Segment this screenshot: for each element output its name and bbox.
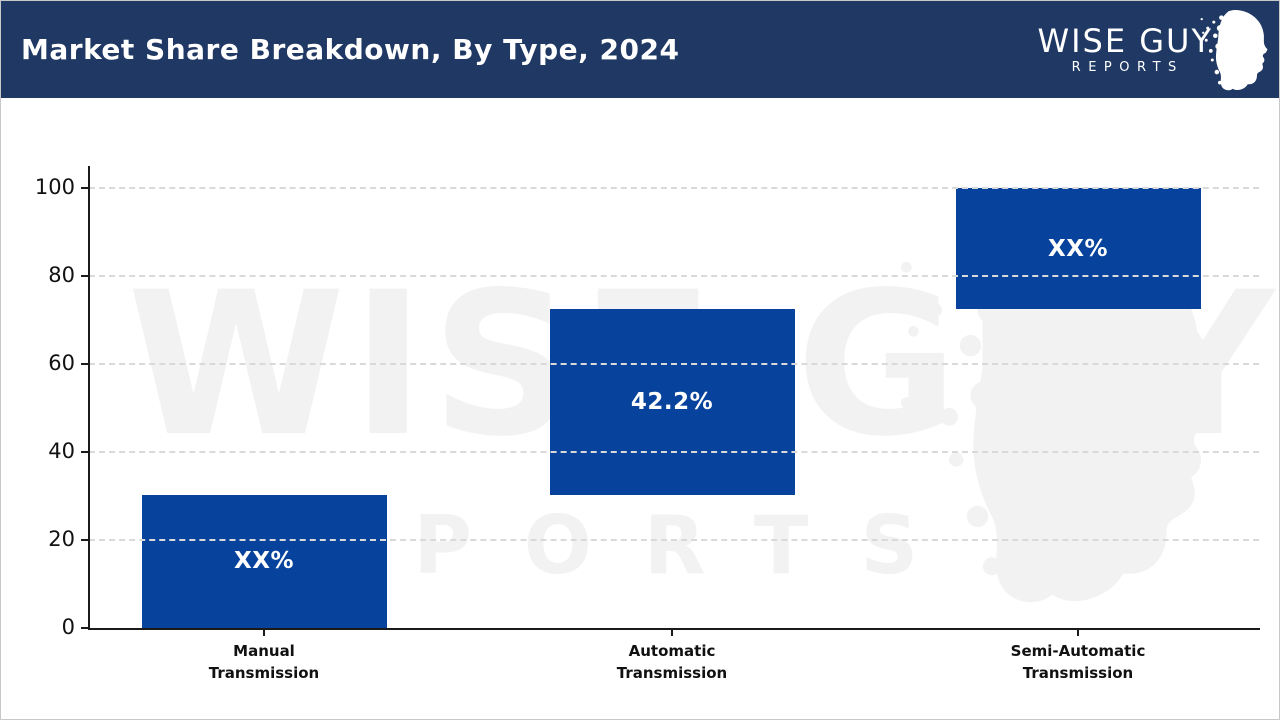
category-label: Semi-Automatic Transmission (918, 641, 1238, 685)
category-label-line1: Automatic (628, 642, 716, 660)
y-tick-mark (81, 451, 88, 453)
category-label-line2: Transmission (616, 663, 728, 682)
gridline (89, 363, 1259, 365)
x-tick-mark (1077, 630, 1079, 636)
y-tick-label: 0 (61, 615, 75, 639)
bar-value-label: XX% (233, 548, 294, 575)
y-tick-mark (81, 187, 88, 189)
gridline (89, 539, 1259, 541)
bar: XX% (141, 494, 387, 628)
category-label: Automatic Transmission (512, 641, 832, 685)
category-label-line1: Semi-Automatic (1010, 642, 1146, 660)
category-label-line2: Transmission (208, 663, 320, 682)
y-tick-mark (81, 539, 88, 541)
gridline (89, 187, 1259, 189)
gridline (89, 451, 1259, 453)
bar: 42.2% (549, 309, 795, 495)
category-label-line2: Transmission (1022, 663, 1134, 682)
category-label: Manual Transmission (104, 641, 424, 685)
y-tick-label: 60 (48, 351, 75, 375)
brand-head-icon (1200, 9, 1268, 90)
y-axis-spine (88, 166, 90, 630)
category-label-line1: Manual (233, 642, 295, 660)
brand-logo-wordmark: WISE GUY REPORTS (1037, 21, 1213, 76)
x-tick-mark (263, 630, 265, 636)
y-tick-mark (81, 275, 88, 277)
x-tick-mark (671, 630, 673, 636)
gridline (89, 275, 1259, 277)
bar-value-label: XX% (1047, 235, 1108, 262)
y-tick-label: 100 (34, 175, 75, 199)
y-tick-label: 40 (48, 439, 75, 463)
y-tick-label: 80 (48, 263, 75, 287)
y-tick-mark (81, 363, 88, 365)
bar-value-label: 42.2% (630, 388, 714, 415)
chart-title: Market Share Breakdown, By Type, 2024 (21, 33, 680, 66)
x-axis-spine (88, 628, 1260, 630)
bar: XX% (955, 188, 1201, 309)
header-bar: Market Share Breakdown, By Type, 2024 WI… (1, 1, 1279, 98)
y-tick-label: 20 (48, 527, 75, 551)
y-tick-mark (81, 627, 88, 629)
brand-logo-line1: WISE GUY (1037, 21, 1213, 60)
brand-logo: WISE GUY REPORTS (1037, 6, 1273, 94)
brand-logo-line2: REPORTS (1071, 60, 1184, 76)
